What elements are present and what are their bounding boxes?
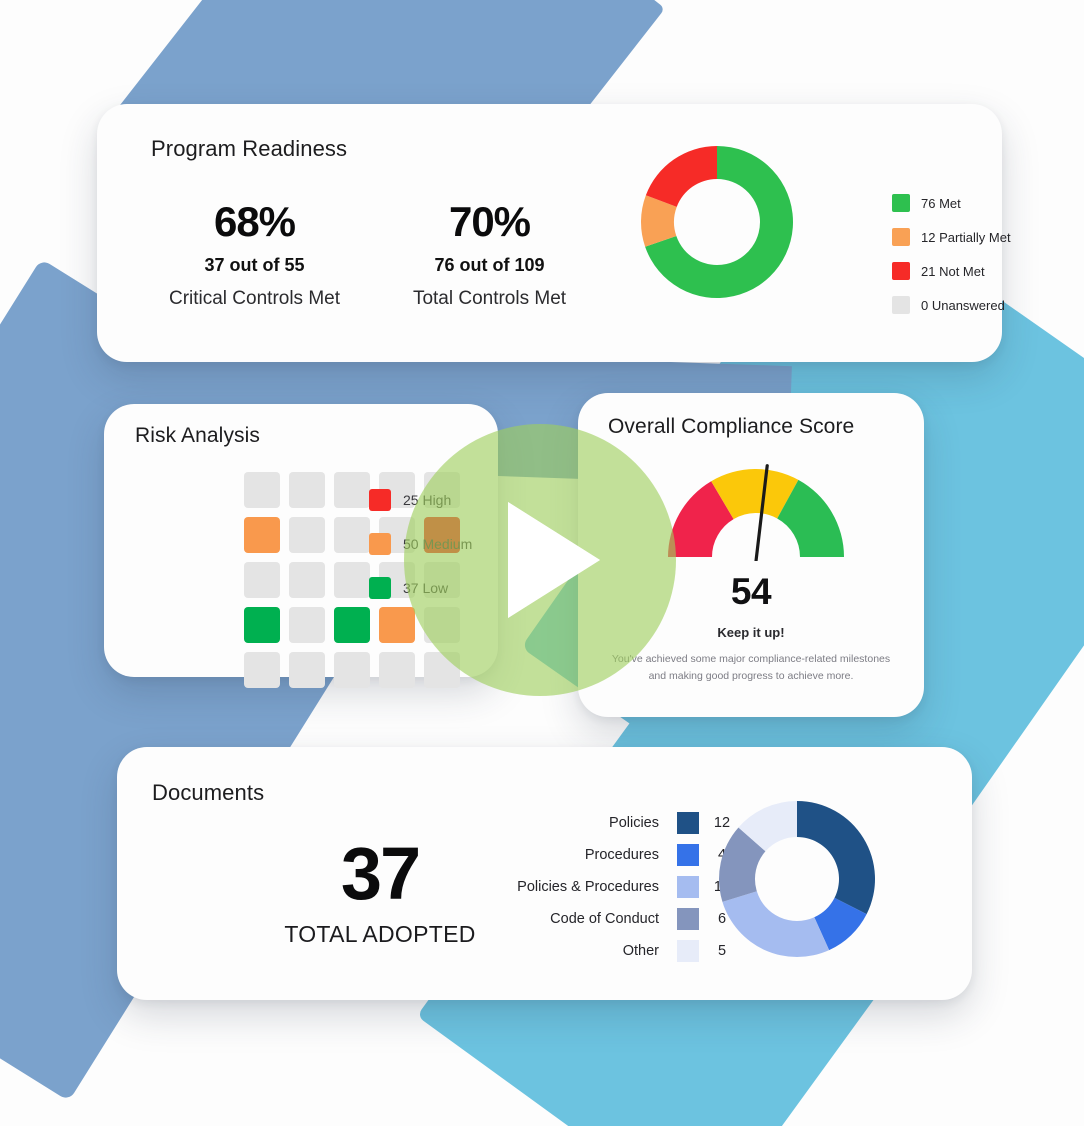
gauge-segment-medium xyxy=(711,469,799,520)
legend-swatch-icon xyxy=(677,876,699,898)
risk-cell-grey xyxy=(289,517,325,553)
risk-cell-orange xyxy=(244,517,280,553)
documents-legend-row: Policies & Procedures10 xyxy=(407,871,745,903)
documents-slice-2 xyxy=(722,891,830,957)
readiness-legend-label: 76 Met xyxy=(921,195,961,211)
kpi-total-fraction: 76 out of 109 xyxy=(434,255,545,276)
readiness-donut-chart xyxy=(637,142,797,307)
documents-donut-chart xyxy=(697,789,897,974)
readiness-legend-row: 12 Partially Met xyxy=(892,228,1011,246)
documents-legend-label: Procedures xyxy=(584,847,659,863)
documents-legend: Policies 12 Procedures 4 Policies & Procedur… xyxy=(407,807,745,967)
risk-cell-green xyxy=(334,607,370,643)
documents-card: Documents 37 TOTAL ADOPTED Policies 12 Pro… xyxy=(117,747,972,1000)
compliance-gauge-chart xyxy=(666,459,846,563)
kpi-total-controls: 70% 76 out of 109 Total Controls Met xyxy=(372,198,607,310)
documents-legend-row: Code of Conduct 6 xyxy=(407,903,745,935)
risk-cell-grey xyxy=(244,472,280,508)
readiness-slice-0 xyxy=(645,146,793,298)
compliance-score-description: You've achieved some major compliance-re… xyxy=(611,653,891,683)
legend-swatch-icon xyxy=(369,577,391,599)
risk-cell-grey xyxy=(289,472,325,508)
risk-analysis-title: Risk Analysis xyxy=(135,424,261,447)
readiness-slice-1 xyxy=(641,195,677,247)
readiness-legend-row: 21 Not Met xyxy=(892,262,1011,280)
readiness-legend-label: 0 Unanswered xyxy=(921,297,1005,313)
documents-legend-row: Procedures 4 xyxy=(407,839,745,871)
documents-legend-label: Other xyxy=(622,943,659,959)
legend-swatch-icon xyxy=(369,533,391,555)
documents-total-label: TOTAL ADOPTED xyxy=(284,921,476,948)
documents-legend-label: Policies xyxy=(609,815,659,831)
legend-swatch-icon xyxy=(677,812,699,834)
documents-legend-row: Policies 12 xyxy=(407,807,745,839)
play-video-button[interactable] xyxy=(404,424,676,696)
play-triangle-icon xyxy=(508,502,600,618)
legend-swatch-icon xyxy=(892,262,910,280)
risk-cell-grey xyxy=(334,472,370,508)
documents-legend-label: Code of Conduct xyxy=(550,911,659,927)
kpi-critical-fraction: 37 out of 55 xyxy=(204,255,305,276)
documents-slice-4 xyxy=(738,801,797,852)
documents-title: Documents xyxy=(152,780,265,805)
readiness-legend-row: 0 Unanswered xyxy=(892,296,1011,314)
documents-legend-value: 12 xyxy=(713,815,731,831)
gauge-needle xyxy=(754,464,769,563)
documents-slice-0 xyxy=(797,801,875,915)
risk-cell-grey xyxy=(334,652,370,688)
documents-legend-row: Other 5 xyxy=(407,935,745,967)
kpi-critical-percent: 68% xyxy=(213,198,296,245)
legend-swatch-icon xyxy=(677,844,699,866)
legend-swatch-icon xyxy=(892,228,910,246)
gauge-segment-high xyxy=(777,479,844,557)
risk-cell-grey xyxy=(289,607,325,643)
readiness-legend-label: 21 Not Met xyxy=(921,263,985,279)
program-readiness-title: Program Readiness xyxy=(151,136,348,161)
compliance-score-title: Overall Compliance Score xyxy=(608,415,855,438)
risk-cell-grey xyxy=(379,652,415,688)
gauge-segment-low xyxy=(668,481,734,557)
documents-total-block: 37 TOTAL ADOPTED xyxy=(205,832,555,948)
kpi-total-label: Total Controls Met xyxy=(412,288,567,310)
legend-swatch-icon xyxy=(677,940,699,962)
kpi-critical-controls: 68% 37 out of 55 Critical Controls Met xyxy=(137,198,372,310)
legend-swatch-icon xyxy=(369,489,391,511)
risk-cell-grey xyxy=(334,562,370,598)
program-readiness-card: Program Readiness 68% 37 out of 55 Criti… xyxy=(97,104,1011,362)
risk-cell-grey xyxy=(244,562,280,598)
risk-cell-green xyxy=(244,607,280,643)
readiness-legend-label: 12 Partially Met xyxy=(921,229,1011,245)
risk-cell-orange xyxy=(379,607,415,643)
legend-swatch-icon xyxy=(892,194,910,212)
documents-slice-3 xyxy=(719,827,766,902)
kpi-total-percent: 70% xyxy=(448,198,531,245)
readiness-slice-2 xyxy=(645,146,717,207)
legend-swatch-icon xyxy=(892,296,910,314)
readiness-legend-row: 76 Met xyxy=(892,194,1011,212)
risk-cell-grey xyxy=(334,517,370,553)
risk-cell-grey xyxy=(289,652,325,688)
documents-legend-value: 5 xyxy=(717,943,727,959)
legend-swatch-icon xyxy=(677,908,699,930)
readiness-legend: 76 Met 12 Partially Met 21 Not Met 0 Unansw… xyxy=(892,194,1011,330)
readiness-kpi-row: 68% 37 out of 55 Critical Controls Met 7… xyxy=(137,198,607,310)
documents-total-value: 37 xyxy=(340,832,421,915)
risk-cell-grey xyxy=(244,652,280,688)
documents-legend-label: Policies & Procedures xyxy=(517,879,659,895)
compliance-score-value: 54 xyxy=(730,571,772,612)
risk-cell-grey xyxy=(289,562,325,598)
kpi-critical-label: Critical Controls Met xyxy=(168,288,341,310)
documents-legend-value: 4 xyxy=(717,847,727,863)
compliance-score-kicker: Keep it up! xyxy=(717,625,785,640)
documents-slice-1 xyxy=(814,897,867,951)
documents-legend-value: 6 xyxy=(717,911,727,927)
